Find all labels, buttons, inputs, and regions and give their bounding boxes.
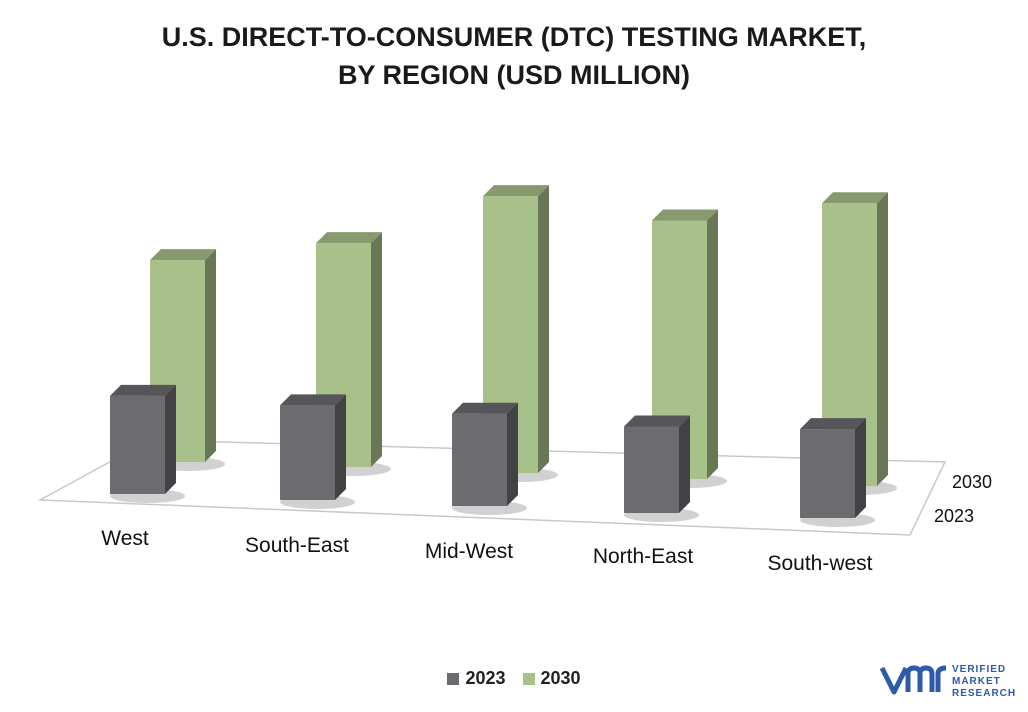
depth-label-2030: 2030 [952, 472, 992, 492]
chart-title-line1: U.S. DIRECT-TO-CONSUMER (DTC) TESTING MA… [161, 22, 867, 52]
legend-label-2030: 2030 [540, 668, 581, 688]
bar-2023-north-east-top [624, 415, 690, 427]
bar-2030-north-east-top [652, 209, 718, 221]
category-label-mid-west: Mid-West [425, 540, 513, 563]
bar-2030-mid-west-top [483, 185, 549, 197]
brand-line2: MARKET [952, 676, 1001, 687]
bar-2030-south-east-top [316, 232, 382, 244]
bar-2030-west-top [150, 249, 216, 261]
bar-2023-mid-west-front [452, 413, 507, 506]
legend-item-2030: 2030 [522, 668, 581, 689]
bar-2023-south-west [800, 418, 875, 527]
bar-2023-west-side [165, 384, 176, 494]
bar-2023-south-east-top [280, 394, 346, 406]
bar-2030-north-east-side [707, 209, 718, 480]
legend-label-2023: 2023 [465, 668, 506, 688]
bar-2030-south-west [822, 192, 897, 495]
bar-2023-mid-west-side [507, 402, 518, 506]
legend-swatch-2030 [522, 672, 535, 685]
bar-2023-north-east-front [624, 426, 679, 513]
bar-2023-west-front [110, 395, 165, 494]
bar-2023-south-east [280, 394, 355, 509]
legend: 2023 2030 [0, 668, 1028, 690]
chart-title: U.S. DIRECT-TO-CONSUMER (DTC) TESTING MA… [0, 18, 1028, 94]
brand-logo: VERIFIED MARKET RESEARCH [880, 660, 1020, 704]
bars-layer [110, 185, 897, 527]
bar-2023-south-east-side [335, 394, 346, 500]
labels-layer: West South-East Mid-West North-East South-we… [101, 472, 992, 575]
bar-2023-mid-west [452, 402, 527, 515]
legend-swatch-2023 [447, 672, 460, 685]
chart-title-line2: BY REGION (USD MILLION) [337, 60, 690, 90]
brand-line3: RESEARCH [952, 688, 1017, 699]
bar-2023-south-east-front [280, 405, 335, 500]
bar-2023-north-east-side [679, 415, 690, 513]
bar-2023-south-west-top [800, 418, 866, 430]
legend-item-2023: 2023 [447, 668, 505, 689]
bar-2023-west [110, 384, 185, 503]
bar-2030-mid-west-side [538, 185, 549, 474]
bar-2023-south-west-side [855, 418, 866, 518]
bar-2023-mid-west-top [452, 402, 518, 414]
bar-2023-west-top [110, 384, 176, 396]
bar-2030-north-east-front [652, 220, 707, 480]
category-label-north-east: North-East [593, 545, 694, 568]
bar-2023-north-east [624, 415, 699, 522]
depth-label-2023: 2023 [934, 506, 974, 526]
brand-line1: VERIFIED [952, 664, 1007, 675]
bar-2030-south-east-side [371, 232, 382, 467]
vmr-logo-icon [880, 665, 947, 695]
bar-2023-south-west-front [800, 429, 855, 518]
bar-2030-south-west-top [822, 192, 888, 204]
category-label-south-east: South-East [245, 534, 349, 557]
category-label-west: West [101, 527, 149, 550]
bar-2030-south-west-front [822, 203, 877, 487]
category-label-south-west: South-west [767, 552, 872, 575]
bar-2030-south-west-side [877, 192, 888, 487]
brand-text: VERIFIED MARKET RESEARCH [952, 664, 1016, 700]
bar-2030-west-side [205, 249, 216, 462]
